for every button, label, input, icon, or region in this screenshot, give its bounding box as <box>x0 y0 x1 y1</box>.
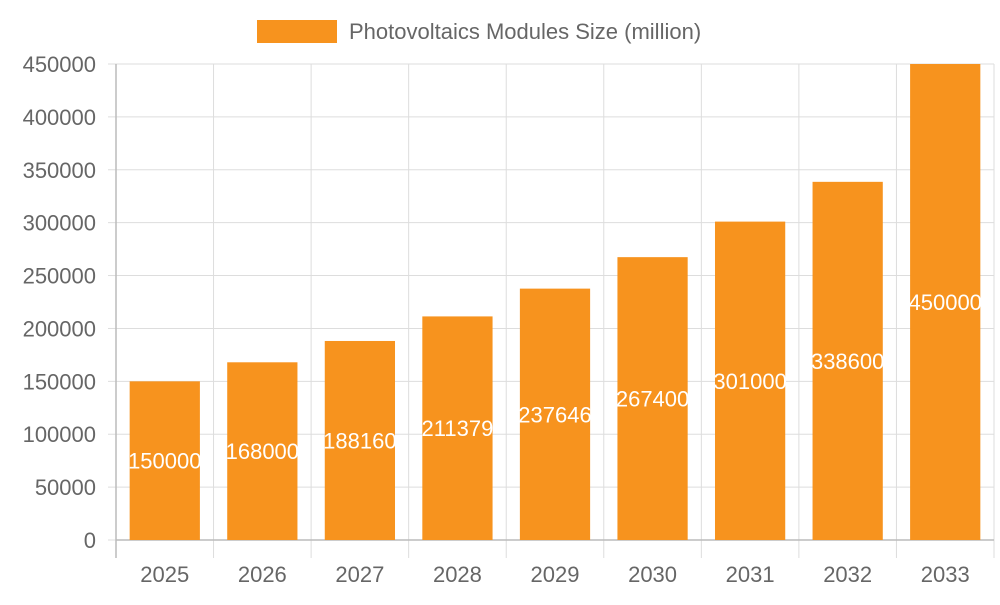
legend[interactable]: Photovoltaics Modules Size (million) <box>257 19 701 44</box>
y-tick-label: 50000 <box>35 475 96 500</box>
data-label-2027: 188160 <box>323 428 396 453</box>
bar-2030[interactable] <box>617 257 688 540</box>
y-tick-label: 250000 <box>23 264 96 289</box>
y-tick-label: 350000 <box>23 158 96 183</box>
y-tick-label: 400000 <box>23 105 96 130</box>
x-tick-label: 2032 <box>823 562 872 587</box>
bar-2027[interactable] <box>324 340 396 540</box>
x-tick-label: 2030 <box>628 562 677 587</box>
data-label-2030: 267400 <box>616 387 689 412</box>
bar-2026[interactable] <box>227 362 298 540</box>
bar-2032[interactable] <box>812 181 883 541</box>
y-tick-label: 100000 <box>23 422 96 447</box>
bar-2031[interactable] <box>714 221 786 540</box>
bars <box>129 64 981 541</box>
x-axis-tick-labels: 2025 2026 2027 2028 2029 2030 2031 2032 2033 <box>140 562 969 587</box>
data-label-2026: 168000 <box>226 439 299 464</box>
x-tick-label: 2028 <box>433 562 482 587</box>
data-label-2031: 301000 <box>713 369 786 394</box>
x-tick-label: 2027 <box>335 562 384 587</box>
bar-2033[interactable] <box>910 64 981 540</box>
data-label-2033: 450000 <box>909 290 982 315</box>
bar-2029[interactable] <box>519 288 591 540</box>
bar-2025[interactable] <box>129 381 200 540</box>
x-tick-label: 2031 <box>726 562 775 587</box>
legend-swatch <box>257 20 337 43</box>
x-tick-label: 2026 <box>238 562 287 587</box>
y-tick-label: 300000 <box>23 211 96 236</box>
y-tick-label: 150000 <box>23 369 96 394</box>
data-label-2025: 150000 <box>128 449 201 474</box>
x-tick-label: 2029 <box>531 562 580 587</box>
bar-2028[interactable] <box>422 316 493 540</box>
data-label-2032: 338600 <box>811 349 884 374</box>
x-tick-label: 2033 <box>921 562 970 587</box>
y-axis-tick-labels: 0 50000 100000 150000 200000 250000 300000 3500… <box>23 52 96 553</box>
y-tick-label: 200000 <box>23 316 96 341</box>
y-tick-label: 450000 <box>23 52 96 77</box>
data-label-2028: 211379 <box>422 416 494 441</box>
x-tick-label: 2025 <box>140 562 189 587</box>
legend-label: Photovoltaics Modules Size (million) <box>349 19 701 44</box>
data-label-2029: 237646 <box>518 402 591 427</box>
data-labels: 150000 168000 188160 211379 237646 267400 3010… <box>128 290 982 474</box>
y-tick-label: 0 <box>84 528 96 553</box>
